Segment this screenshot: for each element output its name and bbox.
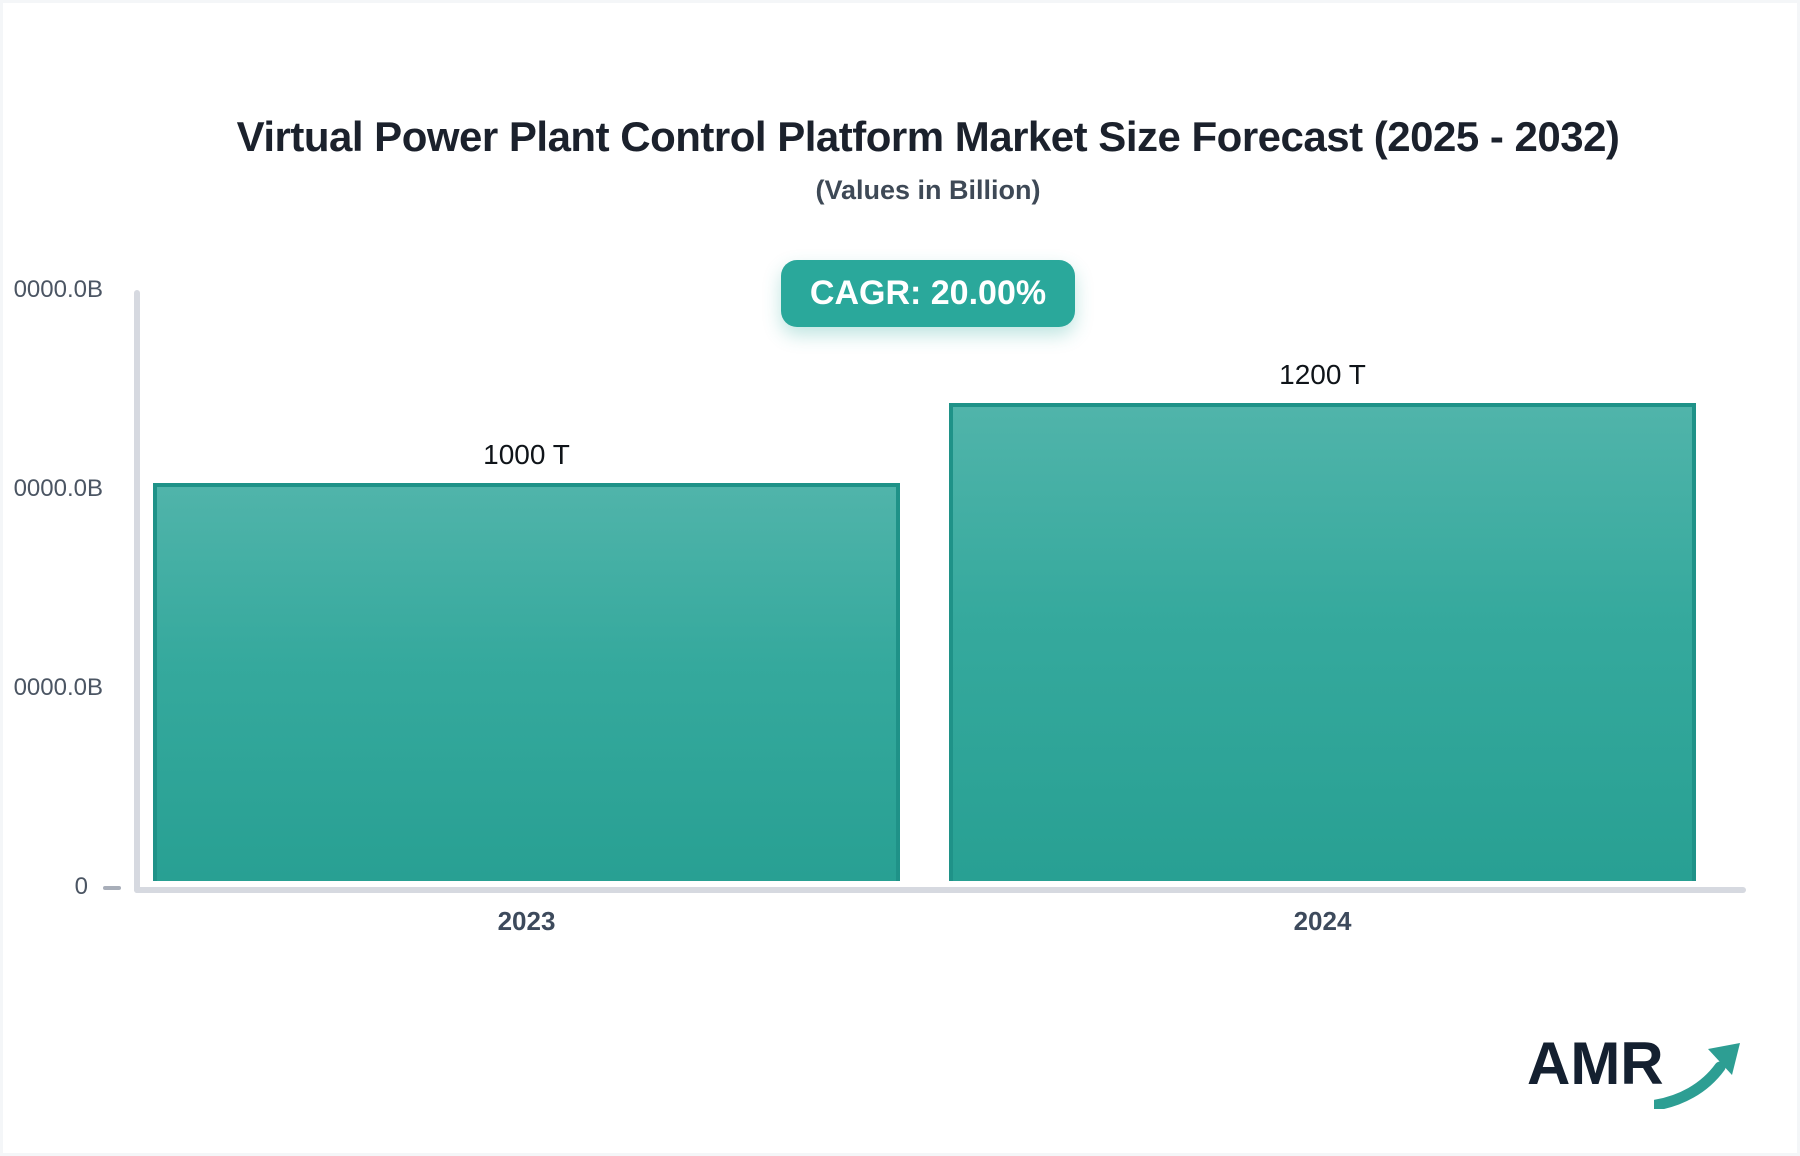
bar-group-2024: 1200 T: [949, 359, 1696, 881]
bar-value-label: 1000 T: [483, 439, 570, 470]
chart-title: Virtual Power Plant Control Platform Mar…: [236, 113, 1620, 160]
bar-value-label: 1200 T: [1279, 359, 1366, 390]
bar-2023: [153, 483, 900, 881]
amr-logo-text: AMR: [1527, 1030, 1664, 1097]
growth-arrow-icon: [1650, 1043, 1742, 1114]
y-axis-line: [134, 290, 140, 893]
y-axis-tick-label-zero: 0: [74, 873, 88, 900]
cagr-badge: CAGR: 20.00%: [781, 260, 1075, 327]
x-axis-label-2024: 2024: [1293, 906, 1352, 936]
bar-group-2023: 1000 T: [153, 439, 900, 881]
x-axis-line: [134, 887, 1746, 893]
y-axis-tick-label: 0000.0B: [13, 674, 103, 701]
y-axis-tick-label: 0000.0B: [13, 475, 103, 502]
y-axis-tick-label: 0000.0B: [13, 276, 103, 303]
x-axis-label-2023: 2023: [497, 906, 556, 936]
chart-subtitle: (Values in Billion): [815, 175, 1041, 205]
y-axis-zero-tick-dash: [103, 886, 121, 890]
bar-2024: [949, 403, 1696, 881]
amr-logo: AMR: [1527, 1029, 1742, 1114]
